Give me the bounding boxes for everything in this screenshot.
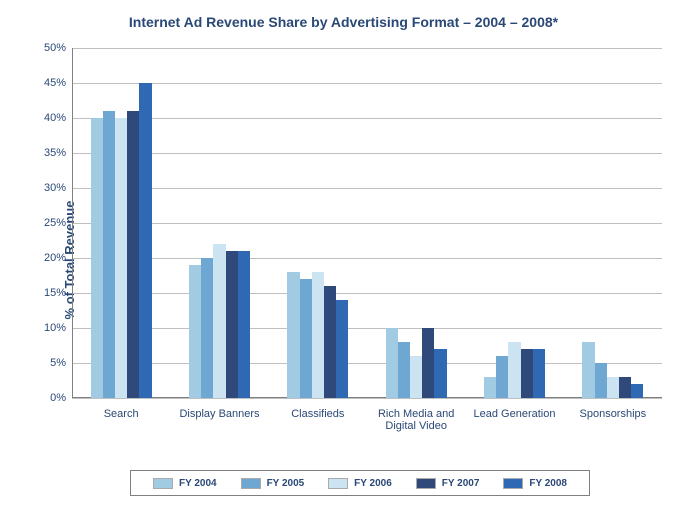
bar — [213, 244, 225, 398]
grid-line — [72, 48, 662, 49]
legend-swatch — [416, 478, 436, 489]
bar — [324, 286, 336, 398]
legend-item: FY 2004 — [153, 478, 217, 489]
x-tick-label: Classifieds — [273, 398, 363, 420]
grid-line — [72, 328, 662, 329]
chart-container: Internet Ad Revenue Share by Advertising… — [0, 0, 687, 520]
bar — [312, 272, 324, 398]
legend-label: FY 2005 — [267, 478, 305, 489]
legend-label: FY 2006 — [354, 478, 392, 489]
legend-item: FY 2006 — [328, 478, 392, 489]
bar — [595, 363, 607, 398]
legend-swatch — [503, 478, 523, 489]
bar — [201, 258, 213, 398]
y-tick-label: 45% — [44, 77, 72, 89]
grid-line — [72, 258, 662, 259]
bar — [607, 377, 619, 398]
y-tick-label: 30% — [44, 182, 72, 194]
bar — [521, 349, 533, 398]
legend-item: FY 2007 — [416, 478, 480, 489]
y-axis-line — [72, 48, 73, 398]
y-tick-label: 20% — [44, 252, 72, 264]
legend-label: FY 2004 — [179, 478, 217, 489]
plot-area: 0%5%10%15%20%25%30%35%40%45%50%SearchDis… — [72, 48, 662, 398]
bar — [127, 111, 139, 398]
y-tick-label: 10% — [44, 322, 72, 334]
x-tick-label: Sponsorships — [568, 398, 658, 420]
bar — [484, 377, 496, 398]
y-tick-label: 0% — [50, 392, 72, 404]
grid-line — [72, 188, 662, 189]
bar — [533, 349, 545, 398]
chart-title: Internet Ad Revenue Share by Advertising… — [0, 14, 687, 30]
y-tick-label: 40% — [44, 112, 72, 124]
y-tick-label: 50% — [44, 42, 72, 54]
x-tick-label: Lead Generation — [470, 398, 560, 420]
legend-swatch — [153, 478, 173, 489]
x-tick-label: Search — [76, 398, 166, 420]
grid-line — [72, 293, 662, 294]
grid-line — [72, 153, 662, 154]
bar — [496, 356, 508, 398]
y-tick-label: 35% — [44, 147, 72, 159]
legend-item: FY 2005 — [241, 478, 305, 489]
bar — [139, 83, 151, 398]
legend-label: FY 2008 — [529, 478, 567, 489]
grid-line — [72, 223, 662, 224]
x-tick-label: Display Banners — [175, 398, 265, 420]
bar — [238, 251, 250, 398]
y-tick-label: 5% — [50, 357, 72, 369]
grid-line — [72, 118, 662, 119]
bar — [410, 356, 422, 398]
bar — [336, 300, 348, 398]
bar — [582, 342, 594, 398]
bar — [115, 118, 127, 398]
bar — [434, 349, 446, 398]
legend-item: FY 2008 — [503, 478, 567, 489]
bar — [226, 251, 238, 398]
bar — [189, 265, 201, 398]
legend-label: FY 2007 — [442, 478, 480, 489]
bar — [300, 279, 312, 398]
legend: FY 2004 FY 2005 FY 2006 FY 2007 FY 2008 — [130, 470, 590, 496]
bar — [103, 111, 115, 398]
y-tick-label: 25% — [44, 217, 72, 229]
grid-line — [72, 83, 662, 84]
bar — [631, 384, 643, 398]
bar — [619, 377, 631, 398]
grid-line — [72, 363, 662, 364]
y-tick-label: 15% — [44, 287, 72, 299]
bar — [398, 342, 410, 398]
legend-swatch — [328, 478, 348, 489]
bar — [91, 118, 103, 398]
bar — [386, 328, 398, 398]
x-tick-label: Rich Media and Digital Video — [371, 398, 461, 432]
bar — [508, 342, 520, 398]
bar — [287, 272, 299, 398]
legend-swatch — [241, 478, 261, 489]
bar — [422, 328, 434, 398]
